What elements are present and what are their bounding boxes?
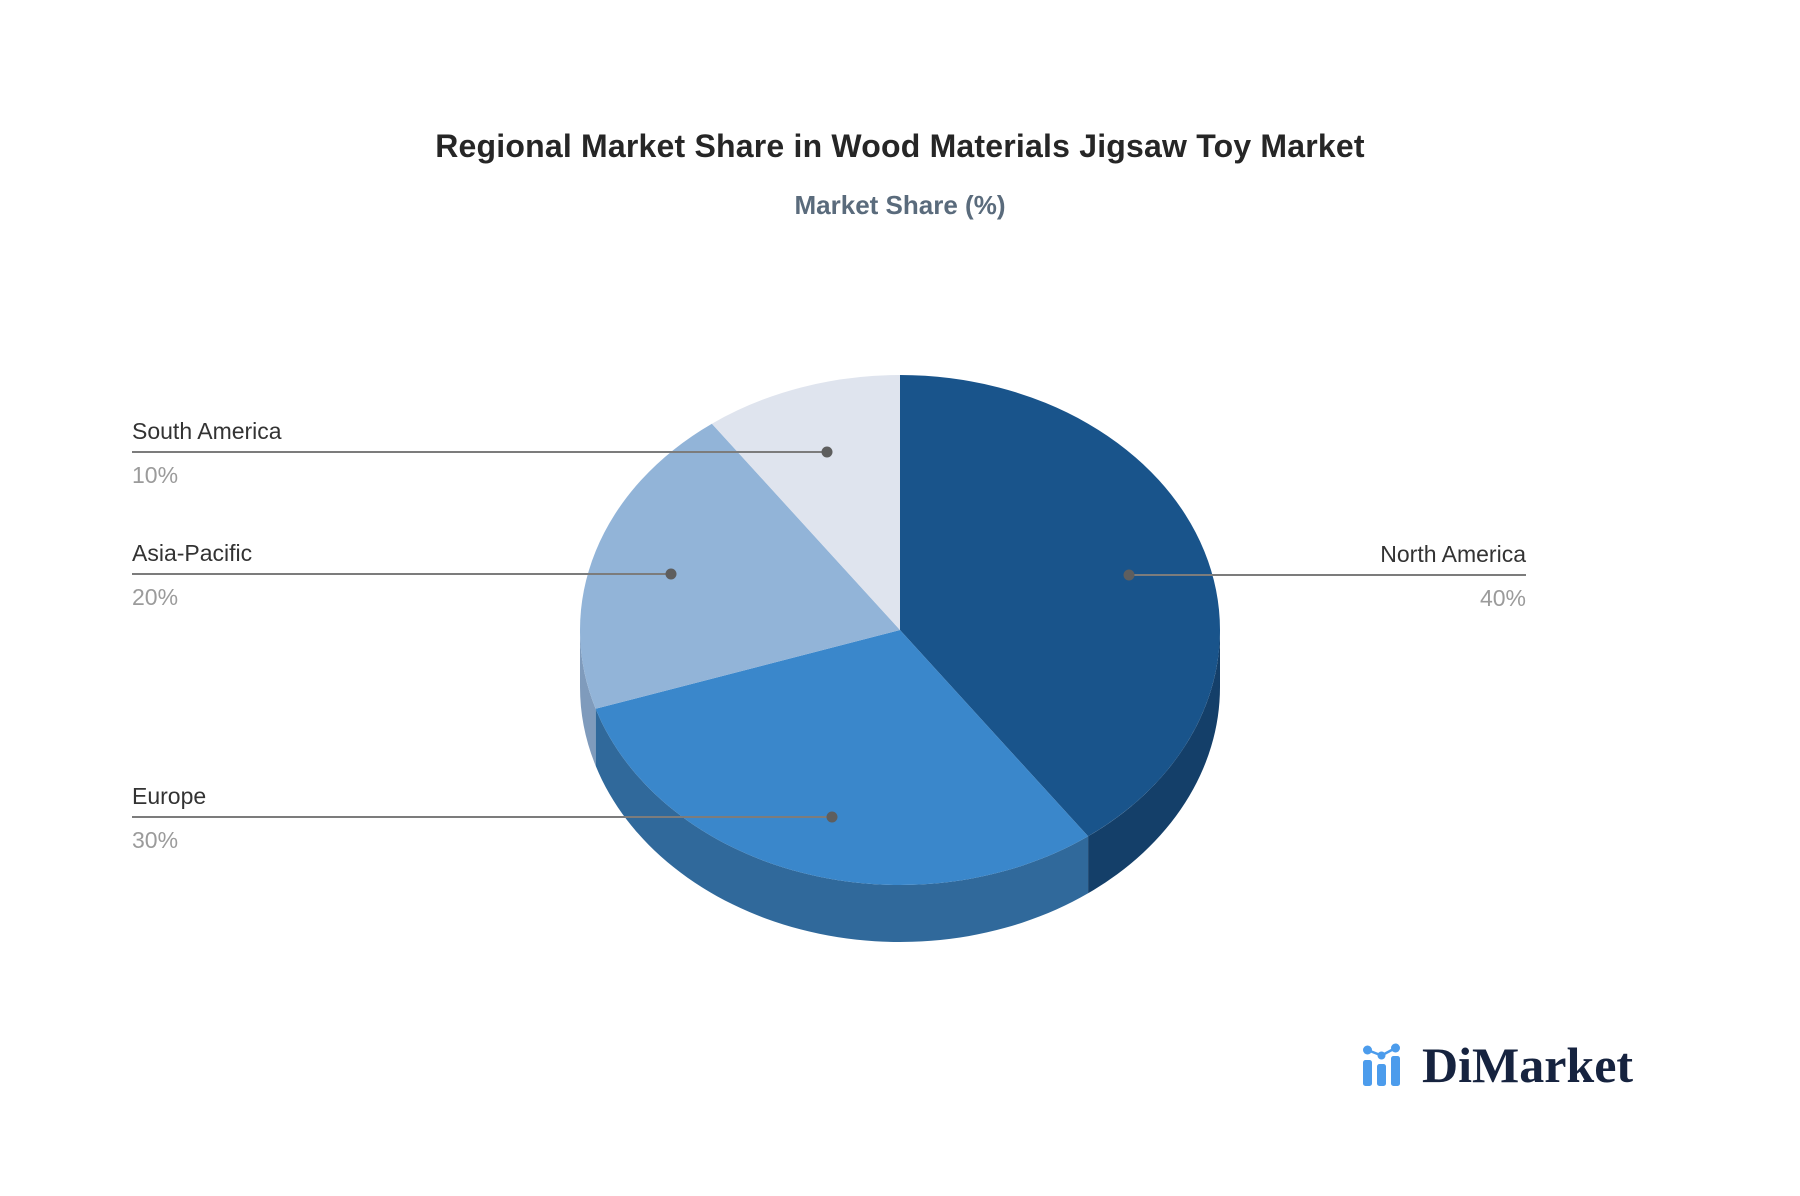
pie-slice-side-europe <box>595 708 1089 942</box>
brand-name: DiMarket <box>1422 1037 1634 1093</box>
pie-slice-north-america <box>900 375 1221 837</box>
slice-label: Asia-Pacific <box>132 540 253 566</box>
slice-value: 10% <box>132 462 179 488</box>
chart-subtitle: Market Share (%) <box>794 190 1006 220</box>
slice-label: South America <box>132 418 282 444</box>
mini-bar-chart-icon <box>1363 1043 1400 1086</box>
callout-dot <box>821 446 833 458</box>
pie-slice-south-america <box>711 375 900 630</box>
slice-value: 40% <box>1479 585 1526 611</box>
slice-value: 20% <box>132 584 179 610</box>
pie-slice-side-north-america <box>1088 630 1220 894</box>
slice-label: North America <box>1380 541 1526 567</box>
pie-slice-side-asia-pacific <box>580 630 596 766</box>
chart-title: Regional Market Share in Wood Materials … <box>435 128 1365 164</box>
slice-value: 30% <box>132 827 179 853</box>
slice-label: Europe <box>132 783 207 809</box>
callout-dot <box>665 568 677 580</box>
callout-dot <box>826 811 838 823</box>
callout-dot <box>1123 569 1135 581</box>
pie-slice-asia-pacific <box>579 423 900 709</box>
pie-slice-europe <box>595 630 1089 886</box>
